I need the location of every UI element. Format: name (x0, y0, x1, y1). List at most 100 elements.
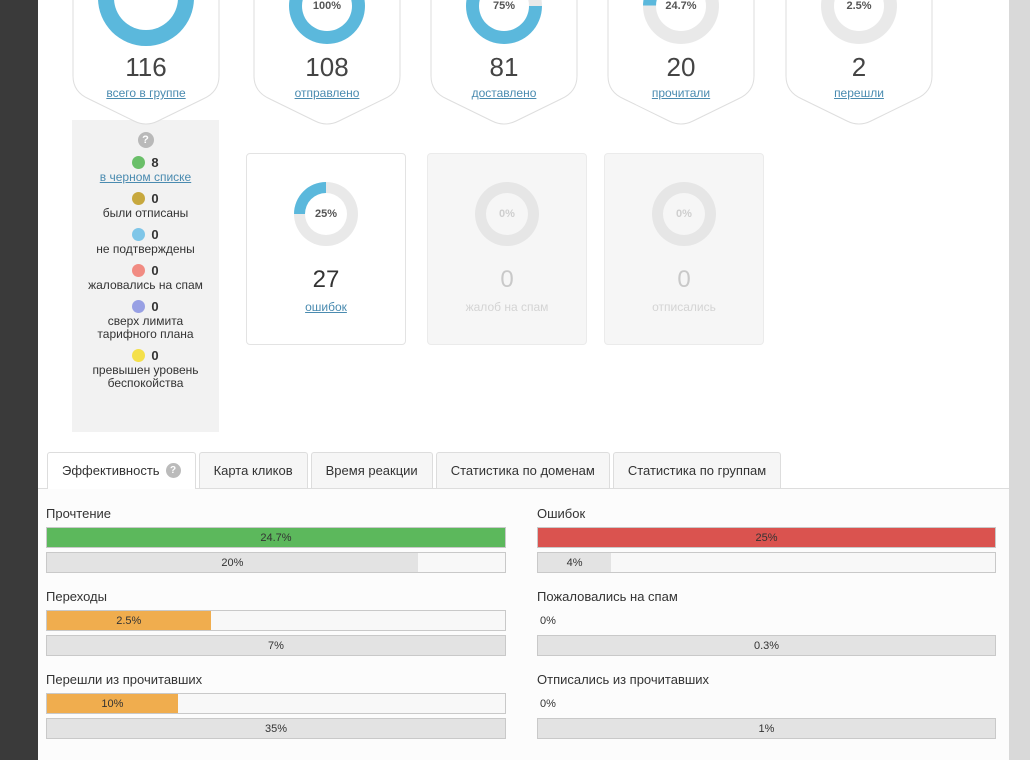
card-label-link[interactable]: доставлено (471, 86, 537, 100)
tab-click-map[interactable]: Карта кликов (198, 452, 308, 488)
card-badge-shape (607, 0, 755, 125)
donut-chart-sent: 100% (289, 0, 365, 44)
legend-value: 0 (151, 227, 159, 242)
metric-value-label: 25% (755, 531, 778, 544)
metric-value-bar: 2.5% (46, 610, 506, 631)
summary-card-total: 116 всего в группе (72, 0, 220, 140)
legend-label: превышен уровень беспокойства (92, 363, 199, 390)
metric-value-bar: 0% (537, 610, 996, 631)
legend-label-link[interactable]: в черном списке (99, 170, 192, 184)
card-value: 27 (312, 266, 340, 293)
card-value: 116 (125, 52, 167, 82)
metric-title: Ошибок (537, 506, 586, 521)
card-label: отписались (652, 300, 716, 314)
tab-effectiveness[interactable]: Эффективность ? (47, 452, 196, 489)
metric-title: Перешли из прочитавших (46, 672, 203, 687)
metric-value-bar: 25% (537, 527, 996, 548)
donut-percent: 2.5% (846, 0, 872, 12)
metric-title: Пожаловались на спам (537, 589, 678, 604)
tab-label: Эффективность (62, 463, 160, 478)
legend-value: 8 (151, 155, 159, 170)
metrics-column-right: Ошибок 25% 4% Пожаловались на спам 0% 0.… (537, 506, 996, 755)
metric-value-label: 10% (101, 697, 124, 710)
card-value: 108 (305, 52, 349, 82)
metric-value-bar: 10% (46, 693, 506, 714)
metric-average-label: 7% (268, 639, 284, 652)
stats-tabs: Эффективность ? Карта кликов Время реакц… (47, 452, 784, 489)
card-label-link[interactable]: ошибок (305, 300, 347, 314)
donut-percent: 24.7% (665, 0, 697, 12)
summary-card-sent: 100% 108 отправлено (253, 0, 401, 140)
legend-value: 0 (151, 348, 159, 363)
tab-domain-stats[interactable]: Статистика по доменам (435, 452, 610, 488)
metric-title: Переходы (46, 589, 107, 604)
card-value: 2 (851, 52, 867, 82)
donut-chart-unsubscribed: 0% (652, 182, 716, 246)
metric-average-label: 35% (264, 722, 288, 735)
legend-dot (132, 264, 146, 277)
tab-reaction-time[interactable]: Время реакции (310, 452, 433, 488)
donut-percent: 75% (492, 0, 516, 12)
legend-label: жаловались на спам (88, 278, 203, 292)
stat-card-unsubscribed: 0% 0 отписались (604, 153, 764, 345)
legend-value: 0 (151, 191, 159, 206)
card-value: 20 (666, 52, 696, 82)
metric-value-label: 2.5% (116, 614, 142, 627)
left-sidebar-strip (0, 0, 38, 760)
legend-value: 0 (151, 299, 159, 314)
card-label: жалоб на спам (465, 300, 549, 314)
legend-item-anxiety-level: 0 превышен уровень беспокойства (72, 348, 219, 390)
legend-dot (132, 349, 146, 362)
card-label-link[interactable]: отправлено (294, 86, 360, 100)
metric-title: Прочтение (46, 506, 111, 521)
donut-chart-errors: 25% (294, 182, 358, 246)
help-icon[interactable]: ? (137, 132, 154, 148)
legend-dot (132, 156, 146, 169)
metric-read-rate: Прочтение 24.7% 20% (46, 506, 506, 573)
tabs-divider (38, 488, 1009, 489)
donut-hole (663, 193, 705, 235)
donut-percent: 0% (499, 208, 515, 220)
card-label-link[interactable]: прочитали (651, 86, 711, 100)
legend-item-unconfirmed: 0 не подтверждены (72, 227, 219, 256)
donut-percent: 0% (676, 208, 692, 220)
metric-average-bar: 0.3% (537, 635, 996, 656)
donut-percent: 25% (314, 208, 338, 220)
tab-group-stats[interactable]: Статистика по группам (612, 452, 782, 488)
tab-label: Время реакции (325, 463, 418, 478)
card-badge-shape (785, 0, 933, 125)
summary-card-clicked: 2.5% 2 перешли (785, 0, 933, 140)
metrics-column-left: Прочтение 24.7% 20% Переходы 2.5% 7% Пер… (46, 506, 506, 755)
metric-value-label: 0% (540, 697, 556, 710)
summary-card-read: 24.7% 20 прочитали (607, 0, 755, 140)
donut-chart-total (98, 0, 194, 46)
card-value: 0 (677, 266, 691, 293)
metric-average-label: 0.3% (753, 639, 780, 652)
legend-item-spam-complaint: 0 жаловались на спам (72, 263, 219, 292)
legend-label: сверх лимита тарифного плана (97, 314, 194, 341)
card-badge-shape (253, 0, 401, 125)
metric-click-rate: Переходы 2.5% 7% (46, 589, 506, 656)
legend-label: были отписаны (102, 206, 189, 220)
card-value: 81 (489, 52, 519, 82)
metric-average-bar: 7% (46, 635, 506, 656)
donut-hole (486, 193, 528, 235)
card-label-link[interactable]: перешли (834, 86, 884, 100)
metric-error-rate: Ошибок 25% 4% (537, 506, 996, 573)
help-icon[interactable]: ? (165, 463, 181, 478)
metric-average-bar: 20% (46, 552, 506, 573)
tab-label: Статистика по доменам (450, 463, 595, 478)
card-value: 0 (500, 266, 514, 293)
legend-label: не подтверждены (96, 242, 195, 256)
card-badge-shape (430, 0, 578, 125)
card-label-link[interactable]: всего в группе (106, 86, 186, 100)
metric-average-label: 20% (221, 556, 244, 569)
legend-item-over-limit: 0 сверх лимита тарифного плана (72, 299, 219, 341)
donut-chart-delivered: 75% (466, 0, 542, 44)
tab-label: Статистика по группам (627, 463, 767, 478)
right-page-margin (1009, 0, 1030, 760)
metric-title: Отписались из прочитавших (537, 672, 710, 687)
metric-value-bar: 0% (537, 693, 996, 714)
donut-chart-spam: 0% (475, 182, 539, 246)
